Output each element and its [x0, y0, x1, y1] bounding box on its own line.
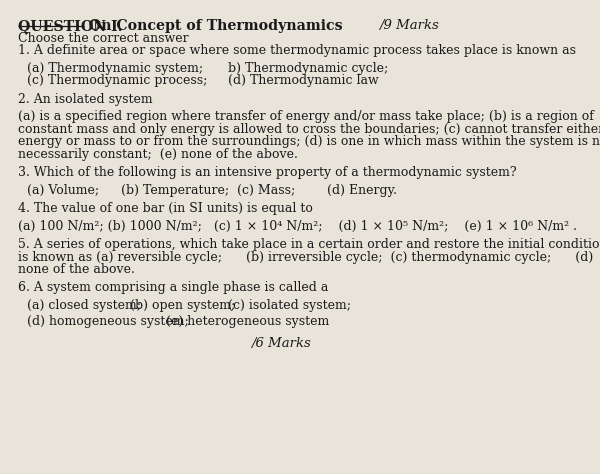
Text: is known as (a) reversible cycle;      (b) irreversible cycle;  (c) thermodynami: is known as (a) reversible cycle; (b) ir… [17, 250, 593, 264]
Text: (d) homogeneous system;: (d) homogeneous system; [26, 315, 188, 328]
Text: (a) Volume;: (a) Volume; [26, 184, 99, 197]
Text: 2. An isolated system: 2. An isolated system [17, 92, 152, 106]
Text: (d) Thermodynamic law: (d) Thermodynamic law [228, 74, 379, 87]
Text: (c) Mass;: (c) Mass; [237, 184, 295, 197]
Text: QUESTION I.: QUESTION I. [17, 19, 122, 33]
Text: 4. The value of one bar (in SI units) is equal to: 4. The value of one bar (in SI units) is… [17, 202, 313, 215]
Text: necessarily constant;  (e) none of the above.: necessarily constant; (e) none of the ab… [17, 148, 298, 161]
Text: (c) isolated system;: (c) isolated system; [228, 299, 351, 312]
Text: (a) Thermodynamic system;: (a) Thermodynamic system; [26, 62, 203, 75]
Text: (b) Temperature;: (b) Temperature; [121, 184, 229, 197]
Text: 5. A series of operations, which take place in a certain order and restore the i: 5. A series of operations, which take pl… [17, 238, 600, 251]
Text: On Concept of Thermodynamics: On Concept of Thermodynamics [84, 19, 343, 33]
Text: (a) closed system;: (a) closed system; [26, 299, 140, 312]
Text: 3. Which of the following is an intensive property of a thermodynamic system?: 3. Which of the following is an intensiv… [17, 166, 516, 179]
Text: constant mass and only energy is allowed to cross the boundaries; (c) cannot tra: constant mass and only energy is allowed… [17, 123, 600, 136]
Text: (c) Thermodynamic process;: (c) Thermodynamic process; [26, 74, 207, 87]
Text: Choose the correct answer: Choose the correct answer [17, 32, 188, 45]
Text: 6. A system comprising a single phase is called a: 6. A system comprising a single phase is… [17, 281, 328, 294]
Text: (a) is a specified region where transfer of energy and/or mass take place; (b) i: (a) is a specified region where transfer… [17, 110, 593, 123]
Text: (e) heterogeneous system: (e) heterogeneous system [166, 315, 329, 328]
Text: b) Thermodynamic cycle;: b) Thermodynamic cycle; [228, 62, 389, 75]
Text: (a) 100 N/m²; (b) 1000 N/m²;   (c) 1 × 10⁴ N/m²;    (d) 1 × 10⁵ N/m²;    (e) 1 ×: (a) 100 N/m²; (b) 1000 N/m²; (c) 1 × 10⁴… [17, 220, 577, 233]
Text: /9 Marks: /9 Marks [379, 19, 439, 32]
Text: 1. A definite area or space where some thermodynamic process takes place is know: 1. A definite area or space where some t… [17, 44, 575, 57]
Text: (d) Energy.: (d) Energy. [327, 184, 397, 197]
Text: none of the above.: none of the above. [17, 263, 134, 276]
Text: (b) open system;: (b) open system; [130, 299, 235, 312]
Text: energy or mass to or from the surroundings; (d) is one in which mass within the : energy or mass to or from the surroundin… [17, 136, 600, 148]
Text: /6 Marks: /6 Marks [251, 337, 310, 350]
